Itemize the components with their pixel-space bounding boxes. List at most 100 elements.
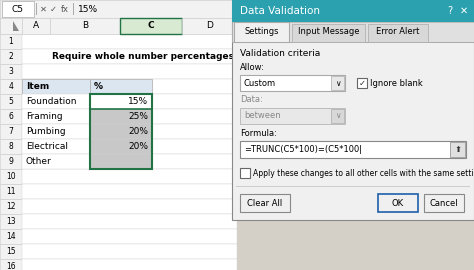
Bar	[36, 3, 37, 15]
Bar	[0, 34, 22, 49]
Bar	[368, 24, 428, 42]
Bar	[22, 154, 90, 169]
Text: 5: 5	[9, 97, 13, 106]
Bar	[90, 109, 152, 124]
Bar	[424, 194, 464, 212]
Bar	[232, 0, 474, 22]
Bar	[22, 34, 237, 49]
Text: ✓: ✓	[358, 79, 365, 87]
Text: 1: 1	[9, 37, 13, 46]
Text: between: between	[244, 112, 281, 120]
Text: Settings: Settings	[244, 28, 279, 36]
Text: Clear All: Clear All	[247, 198, 283, 208]
Text: 13: 13	[6, 217, 16, 226]
Bar	[240, 108, 345, 124]
Bar	[240, 168, 250, 178]
Text: OK: OK	[392, 198, 404, 208]
Text: C: C	[148, 22, 155, 31]
Text: Foundation: Foundation	[26, 97, 76, 106]
Bar	[22, 49, 237, 64]
Bar	[0, 154, 22, 169]
Text: Data Validation: Data Validation	[240, 6, 320, 16]
Bar	[240, 75, 345, 91]
Text: 15%: 15%	[128, 97, 148, 106]
Bar	[0, 199, 22, 214]
Bar	[236, 186, 470, 187]
Text: Ignore blank: Ignore blank	[370, 79, 423, 87]
Bar	[22, 109, 237, 124]
Bar	[232, 22, 474, 42]
Bar	[120, 18, 182, 34]
Bar	[0, 64, 22, 79]
Bar	[0, 184, 22, 199]
Bar	[234, 22, 289, 42]
Text: 20%: 20%	[128, 142, 148, 151]
Bar	[0, 49, 22, 64]
Bar	[73, 3, 74, 15]
Bar	[0, 259, 22, 270]
Text: Custom: Custom	[244, 79, 276, 87]
Bar	[22, 214, 237, 229]
Bar	[22, 124, 90, 139]
Text: ∨: ∨	[335, 79, 341, 87]
Text: 3: 3	[9, 67, 13, 76]
Bar	[0, 18, 237, 34]
Bar	[22, 109, 90, 124]
Text: ✓: ✓	[50, 5, 57, 14]
Bar	[182, 18, 237, 34]
Text: 4: 4	[9, 82, 13, 91]
Text: 16: 16	[6, 262, 16, 270]
Bar	[90, 94, 152, 169]
Bar	[0, 169, 22, 184]
Bar	[292, 24, 365, 42]
Text: Other: Other	[26, 157, 52, 166]
Text: Framing: Framing	[26, 112, 63, 121]
Text: %: %	[94, 82, 103, 91]
Bar	[0, 94, 22, 109]
Bar	[90, 79, 152, 94]
Text: 7: 7	[9, 127, 13, 136]
Bar	[22, 79, 90, 94]
Bar	[90, 139, 152, 154]
Bar	[0, 139, 22, 154]
Bar	[240, 141, 466, 158]
Text: ✕: ✕	[460, 6, 468, 16]
Bar	[232, 42, 474, 43]
Bar	[450, 142, 465, 157]
Bar	[0, 109, 22, 124]
Text: B: B	[82, 22, 88, 31]
Text: C5: C5	[12, 5, 24, 14]
Text: Require whole number percentages o: Require whole number percentages o	[52, 52, 243, 61]
Text: 15%: 15%	[78, 5, 98, 14]
Text: 10: 10	[6, 172, 16, 181]
Text: Pumbing: Pumbing	[26, 127, 65, 136]
Bar	[22, 169, 237, 184]
Text: Input Message: Input Message	[298, 28, 359, 36]
Text: Formula:: Formula:	[240, 129, 277, 137]
Text: 14: 14	[6, 232, 16, 241]
Bar	[0, 79, 22, 94]
Bar	[22, 64, 237, 79]
Text: ✕: ✕	[40, 5, 47, 14]
Bar	[90, 154, 152, 169]
Text: ?: ?	[447, 6, 453, 16]
Bar	[331, 76, 344, 90]
Text: 20%: 20%	[128, 127, 148, 136]
Bar	[22, 94, 90, 109]
Bar	[22, 18, 50, 34]
Text: Item: Item	[26, 82, 49, 91]
Text: Error Alert: Error Alert	[376, 28, 419, 36]
Text: ∨: ∨	[335, 112, 341, 120]
Bar	[50, 18, 120, 34]
Text: 6: 6	[9, 112, 13, 121]
Bar	[0, 124, 22, 139]
Bar	[22, 79, 237, 94]
Text: 11: 11	[6, 187, 16, 196]
Text: Cancel: Cancel	[430, 198, 458, 208]
Bar	[22, 154, 237, 169]
Bar	[90, 94, 152, 109]
Text: fx: fx	[61, 5, 69, 14]
Text: 12: 12	[6, 202, 16, 211]
Bar	[240, 194, 290, 212]
Bar	[90, 124, 152, 139]
